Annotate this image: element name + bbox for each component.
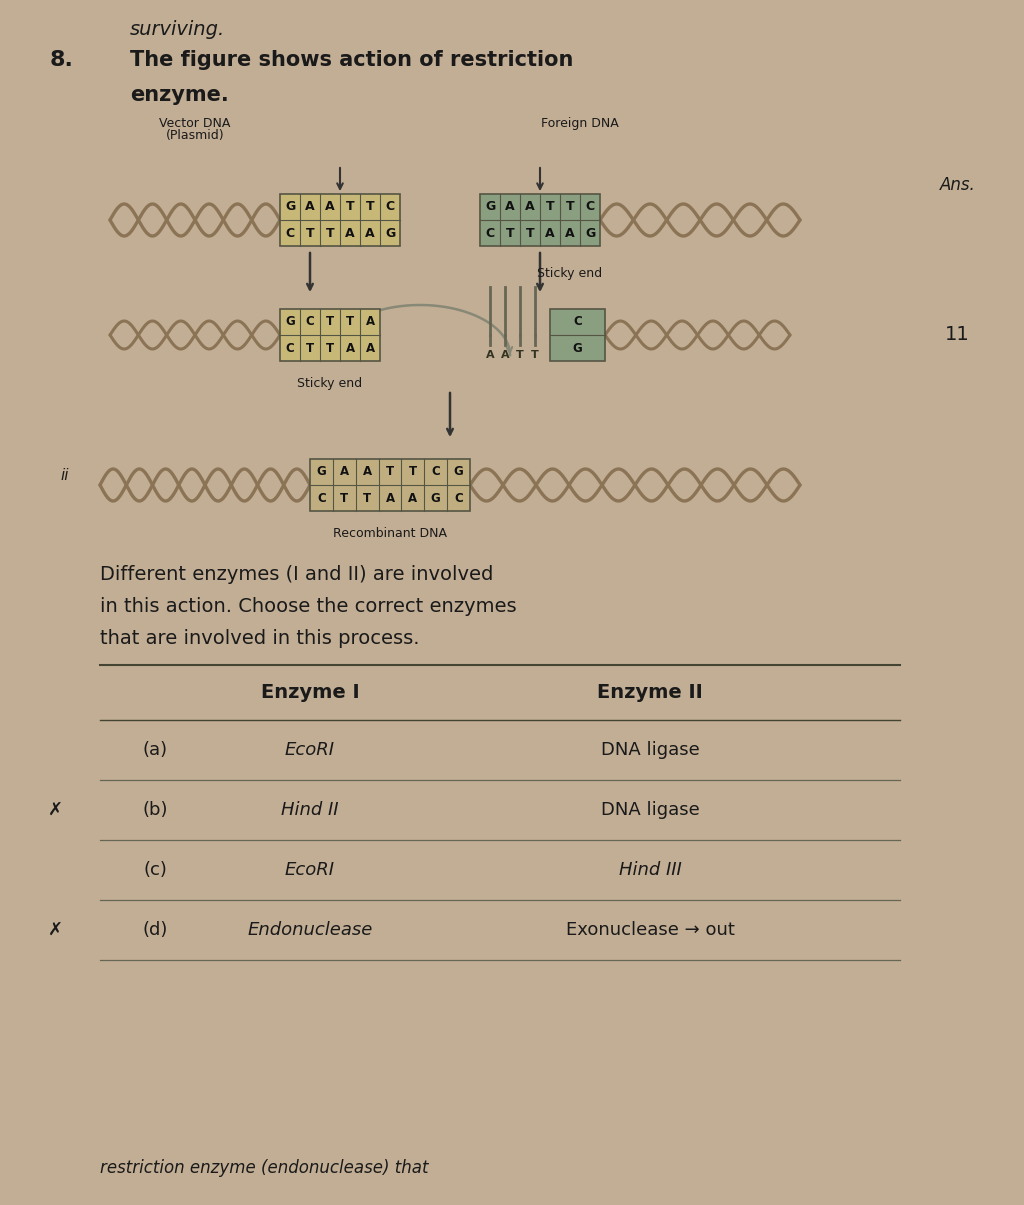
Bar — [280, 194, 400, 246]
Bar — [310, 459, 470, 511]
Text: Foreign DNA: Foreign DNA — [541, 117, 618, 130]
Text: A: A — [525, 200, 535, 213]
Text: G: G — [485, 200, 496, 213]
Text: T: T — [346, 315, 354, 328]
Text: T: T — [565, 200, 574, 213]
Text: Exonuclease → out: Exonuclease → out — [565, 921, 734, 939]
Text: A: A — [366, 227, 375, 240]
Text: T: T — [546, 200, 554, 213]
Text: T: T — [525, 227, 535, 240]
Text: Recombinant DNA: Recombinant DNA — [333, 527, 447, 540]
Text: Vector DNA: Vector DNA — [160, 117, 230, 130]
Bar — [280, 308, 380, 362]
Text: A: A — [565, 227, 574, 240]
Text: C: C — [573, 315, 582, 328]
Text: G: G — [585, 227, 595, 240]
Text: Enzyme I: Enzyme I — [261, 683, 359, 703]
Text: G: G — [285, 315, 295, 328]
Text: T: T — [516, 349, 524, 360]
Text: A: A — [485, 349, 495, 360]
Text: C: C — [317, 492, 326, 505]
Text: EcoRI: EcoRI — [285, 741, 335, 759]
Text: surviving.: surviving. — [130, 20, 225, 39]
Text: G: G — [285, 200, 295, 213]
Text: Enzyme II: Enzyme II — [597, 683, 702, 703]
Text: Sticky end: Sticky end — [297, 377, 362, 390]
Text: in this action. Choose the correct enzymes: in this action. Choose the correct enzym… — [100, 596, 517, 616]
Text: A: A — [345, 342, 354, 355]
Text: C: C — [455, 492, 463, 505]
Text: Hind III: Hind III — [618, 862, 681, 878]
Text: (a): (a) — [142, 741, 168, 759]
Text: Different enzymes (I and II) are involved: Different enzymes (I and II) are involve… — [100, 565, 494, 584]
Text: T: T — [346, 200, 354, 213]
Text: A: A — [340, 465, 349, 478]
Text: A: A — [385, 492, 394, 505]
Text: C: C — [286, 342, 294, 355]
Text: T: T — [306, 227, 314, 240]
Text: G: G — [572, 342, 583, 355]
Text: (d): (d) — [142, 921, 168, 939]
Text: A: A — [409, 492, 418, 505]
Text: A: A — [505, 200, 515, 213]
Text: DNA ligase: DNA ligase — [601, 801, 699, 819]
Text: ✗: ✗ — [47, 801, 62, 819]
Text: G: G — [431, 492, 440, 505]
Text: C: C — [431, 465, 440, 478]
Text: 11: 11 — [945, 325, 970, 345]
Text: A: A — [545, 227, 555, 240]
Text: G: G — [316, 465, 327, 478]
Text: Endonuclease: Endonuclease — [248, 921, 373, 939]
Text: DNA ligase: DNA ligase — [601, 741, 699, 759]
Text: T: T — [326, 342, 334, 355]
Text: T: T — [364, 492, 372, 505]
Text: (c): (c) — [143, 862, 167, 878]
Text: A: A — [362, 465, 372, 478]
Text: T: T — [506, 227, 514, 240]
Text: T: T — [306, 342, 314, 355]
Text: T: T — [340, 492, 348, 505]
Text: A: A — [305, 200, 314, 213]
Text: T: T — [386, 465, 394, 478]
Bar — [480, 194, 600, 246]
Text: 8.: 8. — [50, 49, 74, 70]
Text: T: T — [326, 315, 334, 328]
Text: A: A — [326, 200, 335, 213]
Text: (b): (b) — [142, 801, 168, 819]
Text: A: A — [366, 342, 375, 355]
Text: EcoRI: EcoRI — [285, 862, 335, 878]
Text: The figure shows action of restriction: The figure shows action of restriction — [130, 49, 573, 70]
Text: G: G — [454, 465, 464, 478]
Text: A: A — [366, 315, 375, 328]
Text: that are involved in this process.: that are involved in this process. — [100, 629, 420, 648]
Bar — [550, 308, 605, 362]
Text: A: A — [345, 227, 354, 240]
Text: G: G — [385, 227, 395, 240]
Text: C: C — [385, 200, 394, 213]
Text: T: T — [326, 227, 334, 240]
Text: Hind II: Hind II — [282, 801, 339, 819]
Text: A: A — [501, 349, 509, 360]
Text: C: C — [586, 200, 595, 213]
Text: enzyme.: enzyme. — [130, 86, 228, 105]
Text: ii: ii — [60, 468, 69, 482]
Text: (Plasmid): (Plasmid) — [166, 129, 224, 142]
Text: C: C — [485, 227, 495, 240]
Text: restriction enzyme (endonuclease) that: restriction enzyme (endonuclease) that — [100, 1159, 428, 1177]
Text: C: C — [286, 227, 295, 240]
Text: C: C — [305, 315, 314, 328]
Text: Ans.: Ans. — [940, 176, 976, 194]
Text: T: T — [531, 349, 539, 360]
Text: ✗: ✗ — [47, 921, 62, 939]
Text: Sticky end: Sticky end — [538, 268, 602, 280]
Text: T: T — [366, 200, 375, 213]
Text: T: T — [409, 465, 417, 478]
